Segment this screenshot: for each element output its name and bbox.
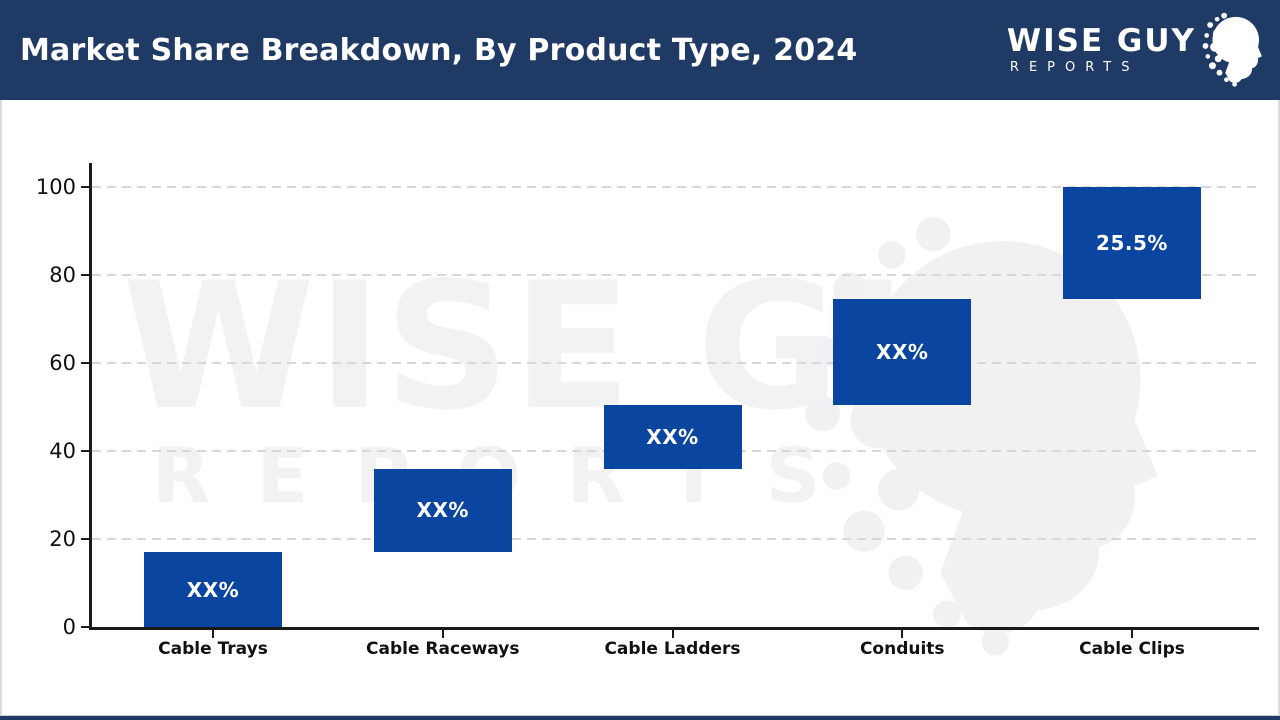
bar-conduits: XX% [833,299,972,405]
brand-logo: WISE GUY REPORTS [1007,10,1266,90]
y-axis-line [89,163,92,630]
y-tick-label: 60 [49,351,76,375]
bar-value-label: XX% [416,498,469,523]
x-tick-label: Cable Ladders [604,639,741,659]
x-tick-label: Conduits [859,639,945,659]
bar-cable-clips: 25.5% [1063,187,1201,300]
brand-head-icon [1202,10,1266,90]
page-title: Market Share Breakdown, By Product Type,… [20,32,858,68]
y-tick-label: 20 [49,527,76,551]
bar-cable-raceways: XX% [373,468,512,553]
x-axis-line [89,627,1259,630]
x-axis-tick [1131,630,1133,638]
x-tick-label: Cable Raceways [366,639,520,659]
y-axis-tick [81,186,89,188]
y-tick-label: 100 [35,175,76,199]
bar-value-label: 25.5% [1096,231,1168,256]
bar-value-label: XX% [876,339,929,364]
x-axis-tick [901,630,904,638]
x-axis-tick [212,630,214,638]
bar-cable-ladders: XX% [603,404,742,469]
y-axis-tick [81,538,89,540]
gridline [92,362,1256,364]
gridline [92,274,1256,276]
y-axis-tick [81,274,89,276]
y-axis-tick [81,626,89,628]
y-axis-tick [81,362,89,364]
x-axis-tick [671,630,674,638]
gridline [92,538,1256,540]
brand-name: WISE GUY [1006,23,1196,59]
footer-bar [0,715,1280,720]
x-tick-label: Cable Clips [1079,639,1185,659]
y-tick-label: 80 [49,263,76,287]
y-tick-label: 0 [62,615,76,639]
x-tick-label: Cable Trays [158,639,268,659]
header: Market Share Breakdown, By Product Type,… [0,0,1280,100]
y-tick-label: 40 [49,439,76,463]
brand-subname: REPORTS [1009,60,1140,75]
y-axis-tick [81,450,89,452]
bar-value-label: XX% [646,424,699,449]
x-axis-tick [441,630,444,638]
brand-logo-text: WISE GUY REPORTS [1006,23,1196,75]
bar-cable-trays: XX% [144,552,282,627]
bar-value-label: XX% [186,577,240,602]
gridline [92,186,1256,188]
